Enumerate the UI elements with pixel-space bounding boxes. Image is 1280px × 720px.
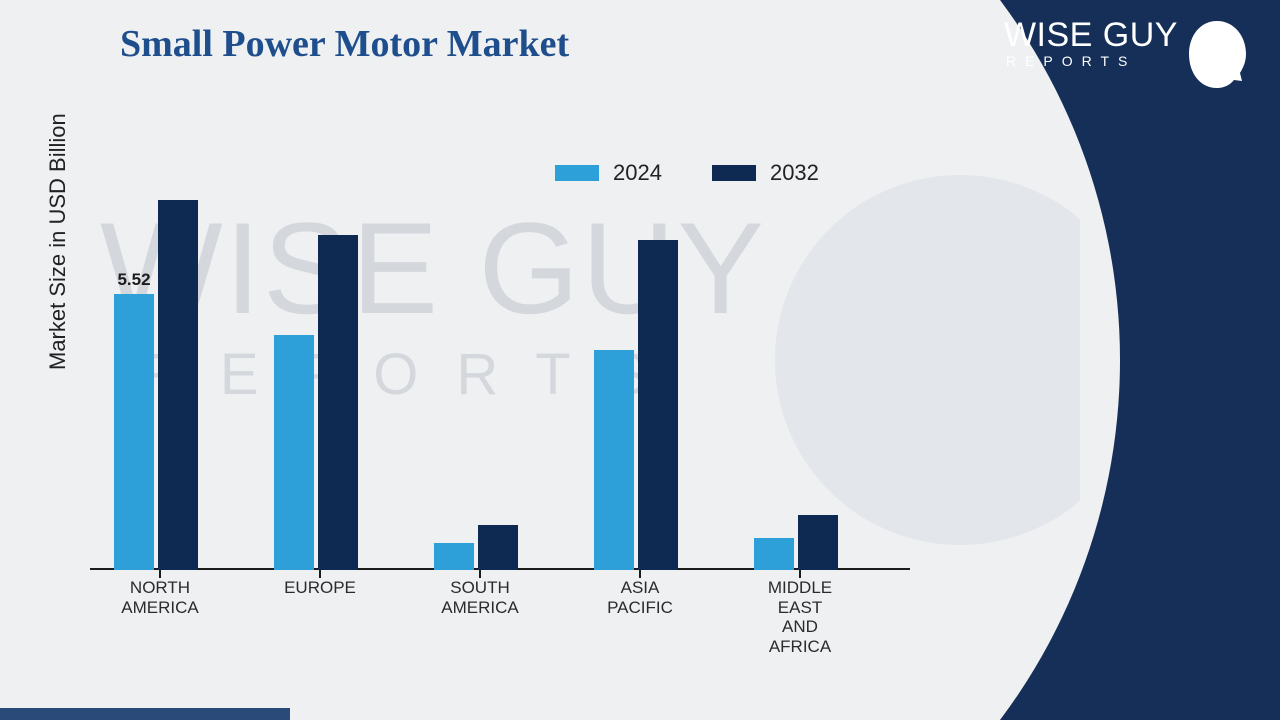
bar-2024 <box>274 335 314 570</box>
bar-2032 <box>478 525 518 570</box>
category-label: EUROPE <box>260 570 380 598</box>
bar-2024 <box>594 350 634 570</box>
bar-2032 <box>798 515 838 570</box>
brand-logo: WISE GUY REPORTS <box>1004 18 1250 90</box>
category-label: ASIAPACIFIC <box>580 570 700 617</box>
bar-chart: 5.52NORTHAMERICA EUROPE SOUTHAMERICA ASIAPA… <box>90 170 910 570</box>
bar-group: EUROPE <box>260 170 380 570</box>
bar-group: 5.52NORTHAMERICA <box>100 170 220 570</box>
bar-group: SOUTHAMERICA <box>420 170 540 570</box>
bar-2024: 5.52 <box>114 294 154 570</box>
brand-line1: WISE GUY <box>1004 18 1178 52</box>
category-label: MIDDLEEASTANDAFRICA <box>740 570 860 656</box>
bar-group: MIDDLEEASTANDAFRICA <box>740 170 860 570</box>
bar-2032 <box>158 200 198 570</box>
bar-2024 <box>754 538 794 571</box>
footer-accent-bar <box>0 708 290 720</box>
canvas: WISE GUY REPORTS Small Power Motor Marke… <box>0 0 1280 720</box>
brand-line2: REPORTS <box>1006 54 1178 68</box>
category-label: SOUTHAMERICA <box>420 570 540 617</box>
plot-area: 5.52NORTHAMERICA EUROPE SOUTHAMERICA ASIAPA… <box>90 170 910 570</box>
bar-2024 <box>434 543 474 571</box>
bar-group: ASIAPACIFIC <box>580 170 700 570</box>
bar-2032 <box>638 240 678 570</box>
bar-2032 <box>318 235 358 570</box>
brand-head-icon <box>1184 18 1250 90</box>
category-label: NORTHAMERICA <box>100 570 220 617</box>
bar-value-label: 5.52 <box>117 270 150 290</box>
y-axis-label: Market Size in USD Billion <box>45 113 71 370</box>
chart-title: Small Power Motor Market <box>120 22 569 66</box>
